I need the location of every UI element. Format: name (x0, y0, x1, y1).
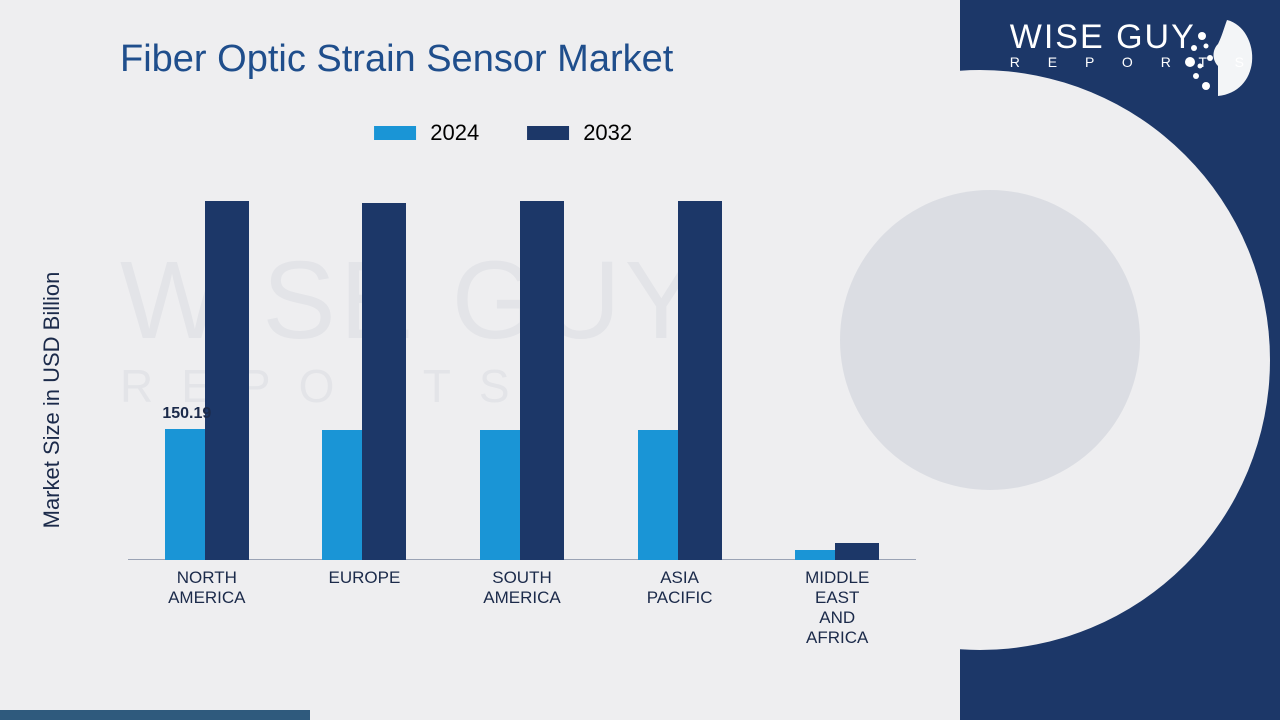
x-category-label: NORTHAMERICA (142, 568, 272, 608)
bar-value-label: 150.19 (162, 405, 211, 423)
bar-2032 (205, 201, 249, 560)
bar-2024 (795, 550, 839, 561)
legend-label-2024: 2024 (430, 120, 479, 146)
bar-2032 (835, 543, 879, 561)
bar-2032 (678, 201, 722, 560)
brand-head-icon (1172, 14, 1262, 104)
footer-accent-bar (0, 710, 310, 720)
y-axis-label: Market Size in USD Billion (39, 272, 65, 529)
x-category-label: ASIAPACIFIC (615, 568, 745, 608)
legend: 2024 2032 (374, 120, 632, 146)
x-axis: NORTHAMERICA EUROPE SOUTHAMERICA ASIAPACIFI… (128, 560, 916, 680)
chart-area: Market Size in USD Billion 2024 2032 150… (56, 120, 916, 680)
bar-2032 (520, 201, 564, 560)
bar-2024 (480, 430, 524, 560)
legend-label-2032: 2032 (583, 120, 632, 146)
legend-swatch-2024 (374, 126, 416, 140)
brand-panel: WISE GUY R E P O R T S (960, 0, 1280, 720)
brand-logo: WISE GUY R E P O R T S (1010, 20, 1256, 71)
legend-item-2032: 2032 (527, 120, 632, 146)
bar-2032 (362, 203, 406, 560)
bar-2024 (165, 429, 209, 560)
chart-title: Fiber Optic Strain Sensor Market (120, 38, 673, 81)
x-category-label: MIDDLEEASTANDAFRICA (772, 568, 902, 648)
bar-2024 (322, 430, 366, 560)
page-canvas: WISE GUY REPORTS Fiber Optic Strain Sens… (0, 0, 1280, 720)
x-category-label: EUROPE (299, 568, 429, 588)
legend-item-2024: 2024 (374, 120, 479, 146)
x-category-label: SOUTHAMERICA (457, 568, 587, 608)
bar-2024 (638, 430, 682, 560)
legend-swatch-2032 (527, 126, 569, 140)
plot-region: 150.19 (128, 166, 916, 560)
